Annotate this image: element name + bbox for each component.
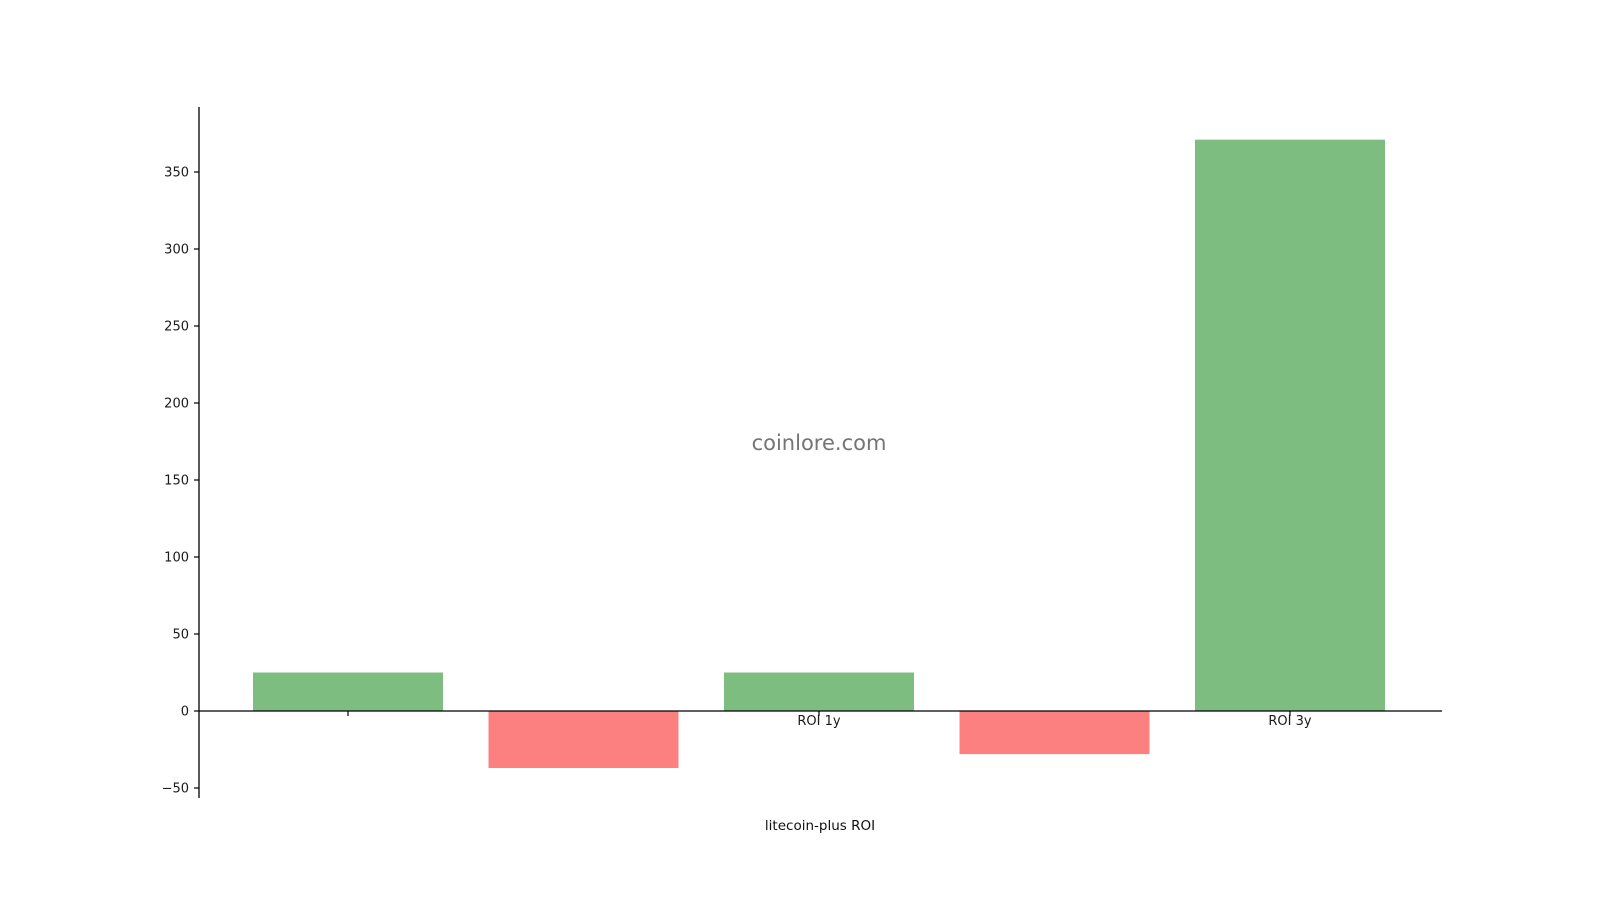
y-tick-label-300: 300 [164,243,189,258]
y-tick-label-350: 350 [164,166,189,181]
bar-bar-1 [253,672,443,711]
bars-group [253,139,1385,768]
y-tick-label-50: 50 [172,628,189,643]
y-tick-label-0: 0 [181,705,189,720]
y-tick-label-200: 200 [164,397,189,412]
bar-bar-2 [488,711,679,768]
y-ticks-group: −50 0 50 100 150 200 250 300 350 [162,166,199,797]
watermark-text: coinlore.com [752,431,887,455]
y-tick-label-150: 150 [164,474,189,489]
chart-title: litecoin-plus ROI [765,818,875,834]
x-tick-label-roi-1y: ROI 1y [797,714,841,729]
bar-roi-3y [1195,139,1385,711]
y-tick-label--50: −50 [162,782,189,797]
x-tick-labels-group: ROI 1y ROI 3y [797,714,1312,729]
bar-bar-4 [959,711,1150,755]
axes-group [198,107,1442,798]
y-tick-label-250: 250 [164,320,189,335]
bar-roi-1y [724,672,914,711]
y-tick-label-100: 100 [164,551,189,566]
x-tick-label-roi-3y: ROI 3y [1268,714,1312,729]
